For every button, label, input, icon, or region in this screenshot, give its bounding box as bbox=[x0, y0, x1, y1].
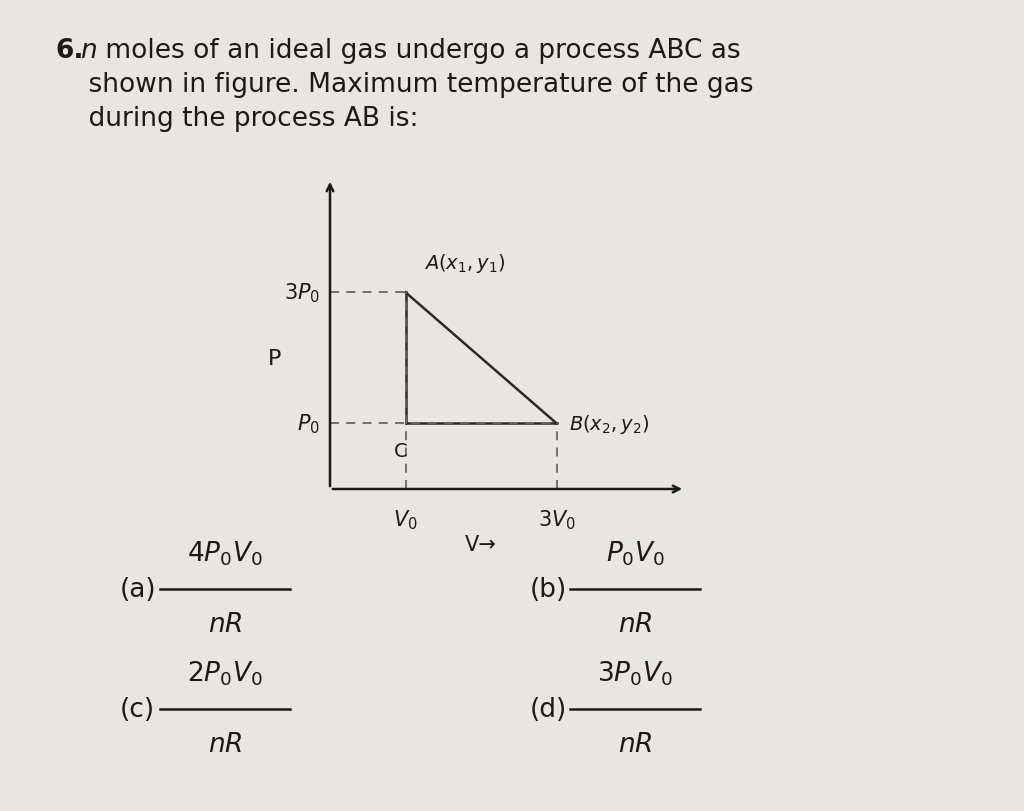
Text: $3V_0$: $3V_0$ bbox=[538, 508, 575, 531]
Text: $3P_0V_0$: $3P_0V_0$ bbox=[597, 659, 673, 687]
Text: $nR$: $nR$ bbox=[617, 731, 652, 757]
Text: shown in figure. Maximum temperature of the gas: shown in figure. Maximum temperature of … bbox=[55, 72, 754, 98]
Text: (c): (c) bbox=[120, 696, 155, 722]
Text: P: P bbox=[268, 349, 282, 368]
Text: moles of an ideal gas undergo a process ABC as: moles of an ideal gas undergo a process … bbox=[97, 38, 740, 64]
Text: $3P_0$: $3P_0$ bbox=[284, 281, 319, 305]
Text: (d): (d) bbox=[530, 696, 567, 722]
Text: $nR$: $nR$ bbox=[617, 611, 652, 637]
Text: $V_0$: $V_0$ bbox=[393, 508, 418, 531]
Text: $B(x_2,y_2)$: $B(x_2,y_2)$ bbox=[568, 413, 649, 436]
Text: C: C bbox=[394, 442, 408, 461]
Text: during the process AB is:: during the process AB is: bbox=[55, 106, 419, 132]
Text: (b): (b) bbox=[530, 577, 567, 603]
Text: $nR$: $nR$ bbox=[208, 611, 243, 637]
Text: V→: V→ bbox=[465, 534, 497, 554]
Text: (a): (a) bbox=[120, 577, 157, 603]
Text: $4P_0V_0$: $4P_0V_0$ bbox=[187, 539, 263, 568]
Text: $P_0$: $P_0$ bbox=[297, 412, 319, 436]
Text: $n$: $n$ bbox=[80, 38, 97, 64]
Text: 6.: 6. bbox=[55, 38, 84, 64]
Text: $2P_0V_0$: $2P_0V_0$ bbox=[187, 659, 263, 687]
Text: $P_0V_0$: $P_0V_0$ bbox=[605, 539, 665, 568]
Text: $A(x_1,y_1)$: $A(x_1,y_1)$ bbox=[424, 252, 505, 275]
Text: $nR$: $nR$ bbox=[208, 731, 243, 757]
